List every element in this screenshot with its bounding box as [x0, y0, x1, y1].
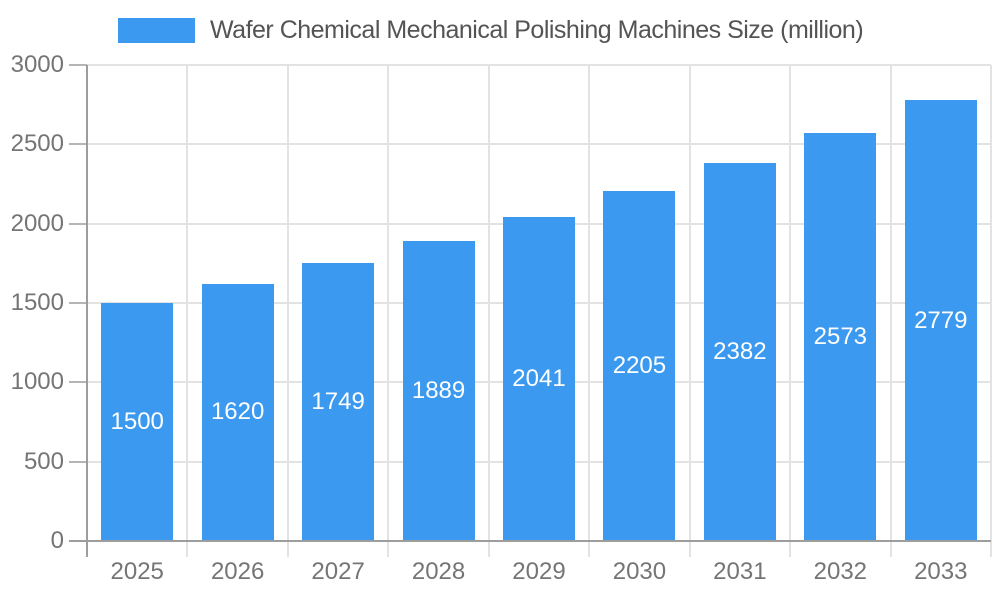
- y-axis-label: 2000: [10, 209, 64, 237]
- gridline-vertical: [286, 65, 289, 557]
- bar-value-label: 2573: [813, 322, 868, 350]
- y-axis-line: [86, 65, 88, 557]
- legend-swatch: [118, 18, 195, 43]
- bar: [804, 132, 877, 541]
- bar-value-label: 1889: [411, 377, 466, 405]
- y-axis-label: 3000: [10, 51, 64, 78]
- bar: [703, 163, 776, 541]
- bar: [503, 217, 575, 541]
- chart-legend[interactable]: Wafer Chemical Mechanical Polishing Mach…: [118, 16, 864, 44]
- y-axis-label: 2500: [10, 130, 64, 158]
- x-axis-label: 2026: [210, 558, 265, 585]
- gridline-vertical: [487, 65, 490, 557]
- bar-value-label: 2041: [512, 365, 566, 393]
- y-axis-tick: [69, 143, 87, 146]
- y-axis-label: 500: [23, 447, 64, 475]
- bar-value-label: 2382: [713, 338, 767, 366]
- bar: [904, 100, 977, 541]
- bar: [402, 241, 475, 541]
- bar-value-label: 2205: [612, 352, 667, 380]
- x-axis-label: 2027: [311, 558, 365, 585]
- y-axis-tick: [69, 381, 87, 384]
- bar-value-label: 1500: [110, 408, 164, 435]
- y-axis-tick: [69, 64, 87, 66]
- gridline-vertical: [789, 65, 792, 557]
- x-axis-label: 2029: [512, 558, 566, 585]
- legend-label: Wafer Chemical Mechanical Polishing Mach…: [210, 16, 864, 44]
- y-axis-tick: [69, 222, 87, 225]
- y-axis-tick: [69, 302, 87, 304]
- bar: [603, 191, 676, 541]
- x-axis-label: 2032: [813, 558, 868, 585]
- x-axis-label: 2031: [713, 558, 767, 585]
- gridline-vertical: [387, 65, 390, 557]
- gridline-vertical: [688, 65, 691, 557]
- gridline-vertical: [990, 65, 992, 557]
- y-axis-tick: [69, 460, 87, 463]
- x-axis-label: 2028: [411, 558, 466, 585]
- y-axis-label: 1500: [10, 289, 64, 316]
- x-axis-label: 2025: [110, 558, 164, 585]
- bar-value-label: 1749: [311, 388, 365, 416]
- bar: [201, 283, 274, 541]
- x-axis-line: [69, 540, 991, 542]
- gridline-vertical: [889, 65, 892, 557]
- gridline-vertical: [186, 65, 189, 557]
- y-axis-label: 1000: [10, 368, 64, 396]
- gridline-horizontal: [87, 64, 991, 66]
- bar: [101, 303, 174, 541]
- bar-value-label: 1620: [210, 398, 265, 426]
- y-axis-label: 0: [50, 527, 64, 554]
- bar-value-label: 2779: [914, 306, 968, 334]
- bar: [302, 263, 375, 541]
- x-axis-label: 2030: [612, 558, 667, 585]
- gridline-horizontal: [87, 143, 991, 146]
- gridline-vertical: [588, 65, 591, 557]
- x-axis-label: 2033: [914, 558, 968, 585]
